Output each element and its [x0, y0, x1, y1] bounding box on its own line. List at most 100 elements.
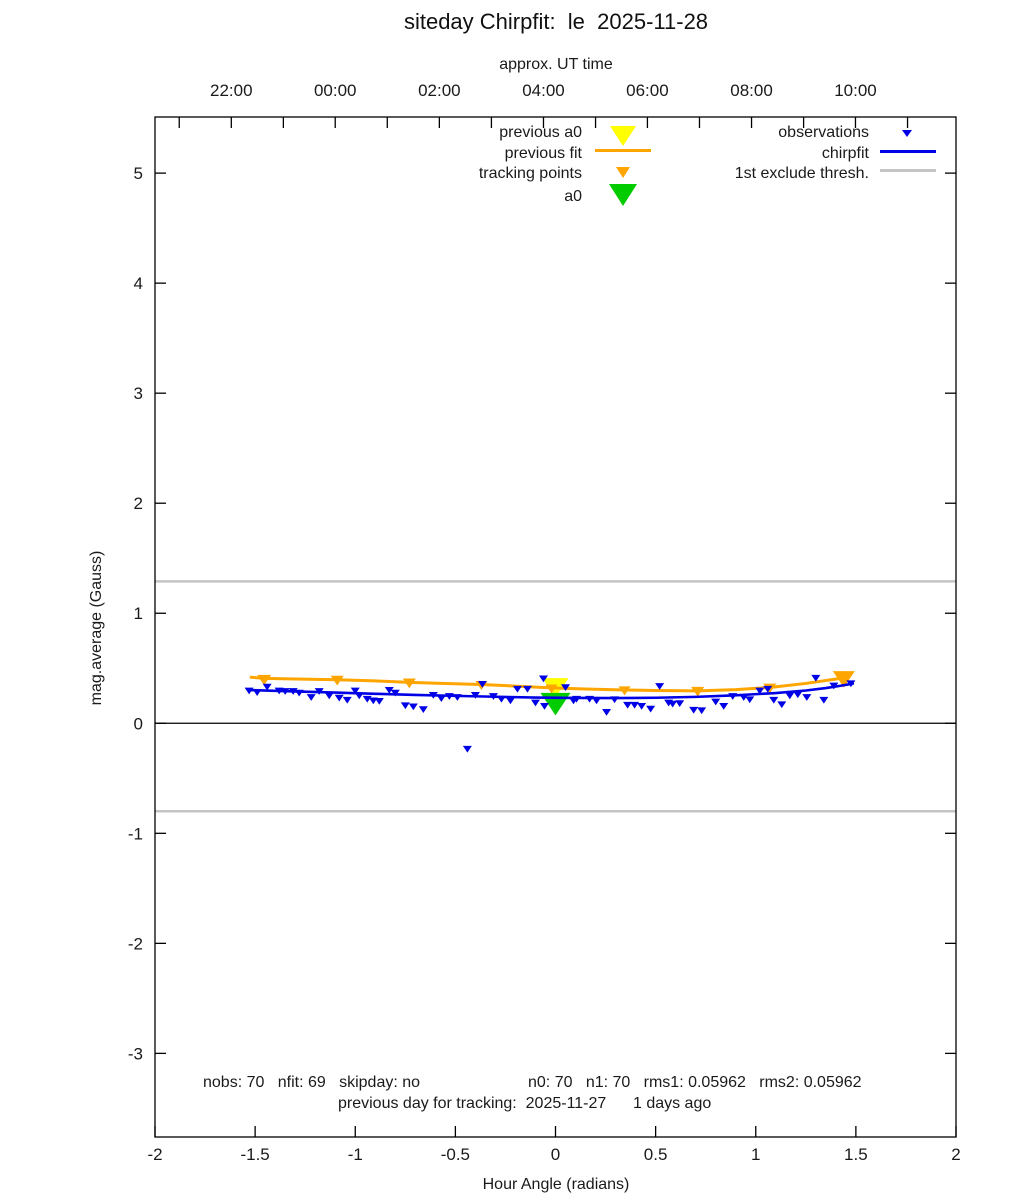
observation-point — [512, 685, 522, 693]
observation-point — [418, 706, 428, 714]
observation-point — [630, 701, 640, 709]
observation-point — [530, 699, 540, 707]
observation-point — [324, 692, 334, 700]
observation-point — [755, 687, 765, 695]
observation-point — [689, 706, 699, 714]
observation-point — [719, 702, 729, 710]
observation-point — [675, 700, 685, 707]
tracking-point — [618, 686, 631, 696]
a0-triangle-icon — [609, 184, 637, 206]
observation-point — [350, 687, 360, 695]
x-axis-label: Hour Angle (radians) — [482, 1176, 630, 1193]
legend-label-previous-fit: previous fit — [504, 145, 582, 162]
y-tick-label: -3 — [128, 1044, 143, 1063]
observation-point — [785, 692, 795, 700]
ut-tick-label: 00:00 — [314, 81, 357, 100]
x-tick-label: -2 — [147, 1145, 162, 1164]
observation-point — [368, 697, 378, 705]
observation-point — [602, 709, 612, 716]
stats-nobs-nfit-skipday: nobs: 70 nfit: 69 skipday: no — [203, 1074, 421, 1091]
ut-tick-label: 10:00 — [834, 81, 877, 100]
y-tick-label: 3 — [134, 384, 143, 403]
y-tick-label: 2 — [134, 494, 143, 513]
observation-point — [777, 701, 787, 709]
chirpfit-line-icon — [880, 150, 936, 153]
x-tick-label: -1 — [348, 1145, 363, 1164]
observation-point — [561, 684, 571, 692]
tracking-point — [330, 675, 344, 686]
observation-point — [342, 696, 352, 704]
observation-point — [374, 698, 384, 705]
x-tick-label: 0 — [551, 1145, 560, 1164]
observation-point — [819, 696, 829, 704]
observation-point — [384, 687, 394, 694]
observation-point — [539, 702, 549, 710]
plot-border — [154, 116, 957, 1138]
ut-tick-label: 08:00 — [730, 81, 773, 100]
observation-point — [408, 703, 418, 711]
observation-point — [711, 698, 721, 706]
observation-point — [436, 695, 446, 703]
legend-label-observations: observations — [778, 124, 869, 141]
ut-tick-label: 04:00 — [522, 81, 565, 100]
legend-label-tracking-points: tracking points — [478, 165, 582, 182]
x-tick-label: 2 — [951, 1145, 960, 1164]
observation-point — [637, 702, 647, 710]
observation-point — [802, 694, 812, 701]
y-tick-label: 0 — [134, 714, 143, 733]
observation-point — [793, 691, 803, 699]
ut-tick-label: 02:00 — [418, 81, 461, 100]
tracking-points-triangle-icon — [616, 167, 630, 178]
ut-time-axis-label: approx. UT time — [499, 56, 613, 73]
observations-triangle-icon — [902, 130, 912, 137]
observation-point — [668, 700, 678, 708]
tracking-point — [832, 671, 855, 688]
observation-point — [522, 685, 532, 693]
stats-previous-day: previous day for tracking: 2025-11-27 1 … — [338, 1095, 712, 1112]
y-tick-label: -1 — [128, 824, 143, 843]
tracking-point — [257, 674, 272, 686]
legend-label-chirpfit: chirpfit — [821, 145, 869, 162]
legend-label-a0: a0 — [564, 188, 582, 205]
observation-point — [505, 697, 515, 705]
legend-label-previous-a0: previous a0 — [499, 124, 582, 141]
observation-point — [745, 696, 755, 704]
observation-point — [763, 685, 773, 693]
stats-n0-n1-rms: n0: 70 n1: 70 rms1: 0.05962 rms2: 0.0596… — [528, 1074, 862, 1091]
observation-point — [334, 694, 344, 702]
observation-point — [462, 745, 472, 753]
tracking-point — [402, 678, 416, 689]
x-tick-label: -0.5 — [441, 1145, 470, 1164]
tracking-point — [691, 686, 705, 697]
observation-point — [477, 680, 487, 688]
y-tick-label: -2 — [128, 934, 143, 953]
y-tick-label: 5 — [134, 164, 143, 183]
observation-point — [623, 701, 633, 709]
exclude-thresh-line-icon — [880, 169, 936, 172]
previous-fit-line-icon — [595, 149, 651, 152]
observation-point — [697, 707, 707, 715]
x-tick-label: 1.5 — [844, 1145, 868, 1164]
x-tick-label: 0.5 — [644, 1145, 668, 1164]
observation-point — [811, 674, 821, 682]
y-tick-label: 4 — [134, 274, 143, 293]
chart-title: siteday Chirpfit: le 2025-11-28 — [403, 9, 709, 34]
chirpfit-line — [247, 682, 855, 700]
observation-point — [400, 702, 410, 710]
observation-point — [769, 696, 779, 704]
x-tick-label: -1.5 — [240, 1145, 269, 1164]
y-axis-label: mag.average (Gauss) — [88, 550, 105, 706]
previous-fit-line — [249, 675, 846, 693]
ut-tick-label: 06:00 — [626, 81, 669, 100]
y-tick-label: 1 — [134, 604, 143, 623]
observation-point — [262, 683, 272, 691]
tracking-point — [545, 684, 558, 694]
x-tick-label: 1 — [751, 1145, 760, 1164]
legend-label-exclude-thresh: 1st exclude thresh. — [734, 165, 869, 182]
observation-point — [538, 675, 548, 683]
ut-tick-label: 22:00 — [210, 81, 253, 100]
observation-point — [306, 694, 316, 701]
observation-point — [655, 683, 665, 690]
